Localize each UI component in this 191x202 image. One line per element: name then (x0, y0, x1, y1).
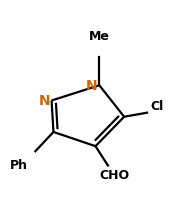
Text: N: N (39, 94, 51, 108)
Text: Cl: Cl (150, 100, 163, 113)
Text: Ph: Ph (10, 158, 28, 171)
Text: CHO: CHO (100, 168, 130, 181)
Text: N: N (86, 79, 97, 93)
Text: Me: Me (89, 30, 110, 43)
